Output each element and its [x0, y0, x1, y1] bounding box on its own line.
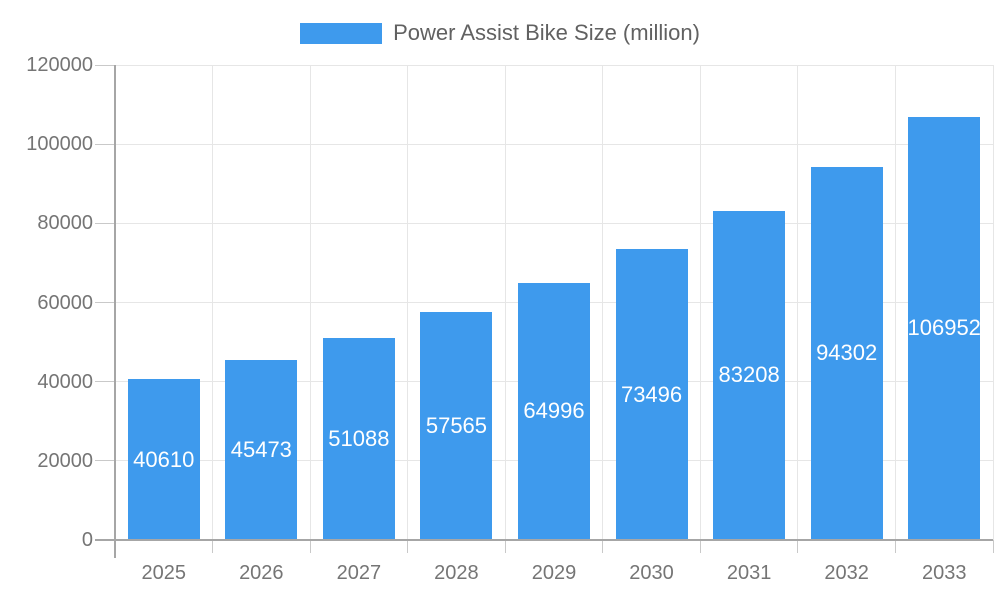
bar[interactable] [713, 210, 786, 540]
y-axis-line [114, 65, 116, 558]
x-tick [992, 540, 994, 553]
v-gridline [602, 65, 604, 540]
v-gridline [992, 65, 994, 540]
legend-label: Power Assist Bike Size (million) [393, 20, 700, 45]
v-gridline [212, 65, 214, 540]
bar[interactable] [127, 379, 200, 540]
y-tick-label: 80000 [37, 212, 93, 235]
x-tick [212, 540, 214, 553]
y-tick-label: 40000 [37, 370, 93, 393]
y-tick [95, 64, 115, 66]
x-tick-label: 2028 [434, 562, 479, 584]
bar-value-label: 106952 [907, 315, 981, 341]
x-tick-label: 2033 [921, 562, 967, 584]
bar[interactable] [810, 166, 883, 540]
x-tick [407, 540, 409, 553]
y-tick [95, 302, 115, 303]
bar-value-label: 64996 [523, 398, 585, 424]
x-tick-label: 2025 [141, 562, 187, 584]
x-tick-label: 2031 [726, 562, 772, 584]
y-tick [95, 460, 115, 462]
x-axis-baseline [95, 539, 993, 541]
h-gridline [115, 143, 993, 145]
bar-value-label: 57565 [425, 413, 488, 439]
x-tick [699, 540, 701, 553]
bar-value-label: 83208 [718, 362, 780, 388]
bar[interactable] [420, 312, 493, 540]
x-tick [504, 540, 506, 553]
v-gridline [797, 65, 799, 540]
bar-value-label: 94302 [816, 340, 878, 366]
x-tick-label: 2032 [824, 562, 869, 584]
x-tick [602, 540, 604, 553]
legend-swatch [300, 22, 383, 44]
x-tick [894, 540, 896, 553]
bar[interactable] [322, 337, 395, 540]
bar-value-label: 51088 [328, 425, 390, 451]
h-gridline [115, 222, 993, 224]
x-tick-label: 2027 [336, 562, 382, 584]
y-tick [95, 143, 115, 145]
bar-value-label: 73496 [620, 381, 683, 407]
bar[interactable] [615, 249, 688, 540]
x-tick-label: 2026 [239, 562, 284, 584]
y-tick-label: 20000 [37, 449, 93, 472]
x-tick [797, 540, 799, 553]
y-tick-label: 100000 [26, 133, 93, 156]
y-tick [95, 222, 115, 224]
v-gridline [504, 65, 506, 540]
y-tick-label: 120000 [26, 54, 93, 76]
x-tick [309, 540, 311, 553]
x-tick-label: 2029 [531, 562, 577, 584]
bar-value-label: 45473 [230, 437, 292, 462]
bar[interactable] [225, 360, 298, 540]
v-gridline [407, 65, 409, 540]
bar[interactable] [518, 282, 590, 540]
v-gridline [309, 65, 311, 540]
x-tick-label: 2030 [629, 562, 674, 584]
legend[interactable]: Power Assist Bike Size (million) [0, 20, 1000, 46]
bar[interactable] [908, 116, 981, 540]
v-gridline [699, 65, 701, 540]
v-gridline [894, 65, 896, 540]
h-gridline [115, 64, 993, 66]
y-tick [95, 381, 115, 383]
y-tick-label: 60000 [37, 291, 93, 314]
bar-value-label: 40610 [133, 446, 195, 472]
y-tick-label: 0 [81, 529, 93, 551]
